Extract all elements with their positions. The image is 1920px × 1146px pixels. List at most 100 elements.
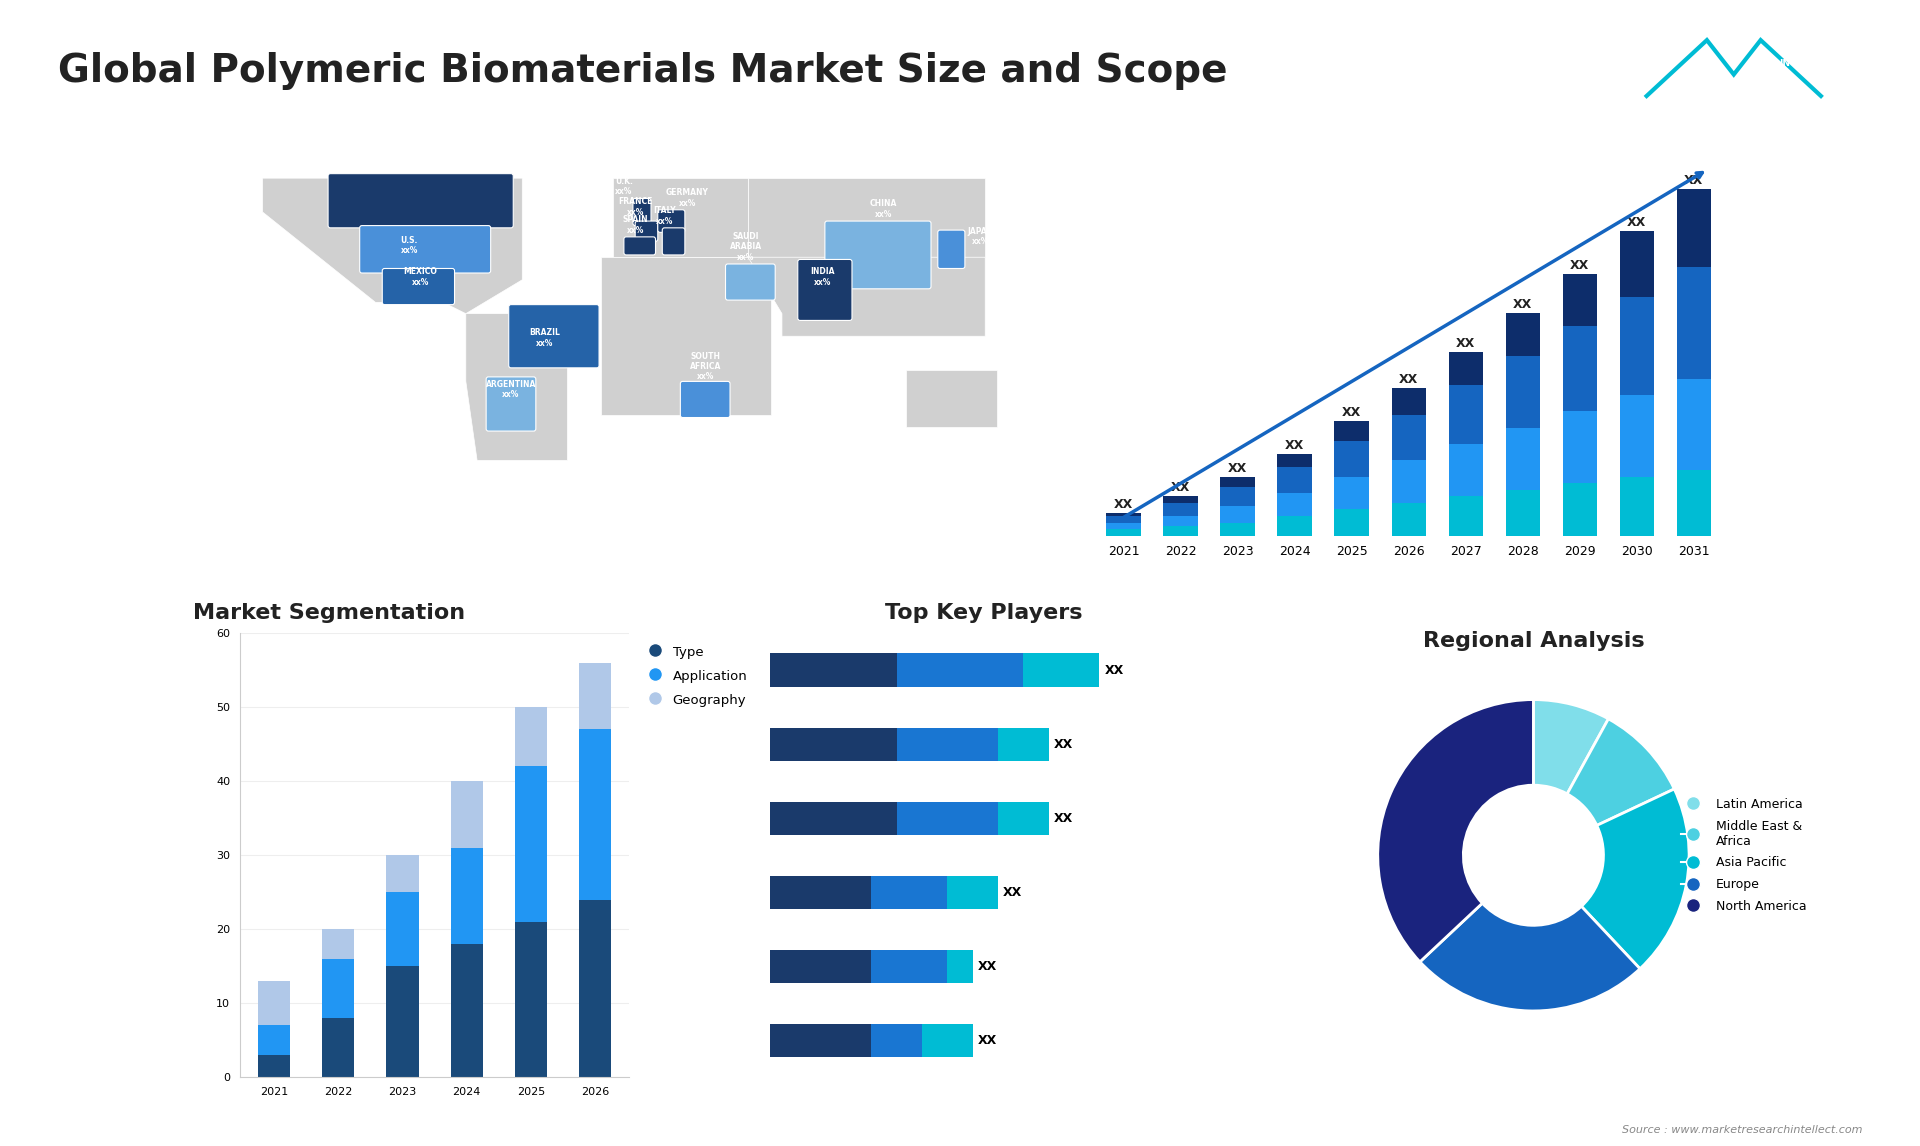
Text: XX: XX — [977, 960, 996, 973]
Text: ITALY
xx%: ITALY xx% — [653, 206, 676, 226]
Bar — [515, 767, 547, 921]
Bar — [451, 782, 482, 848]
Text: INDIA
xx%: INDIA xx% — [810, 267, 835, 286]
Bar — [515, 707, 547, 767]
Bar — [1023, 653, 1100, 686]
Bar — [1334, 421, 1369, 441]
Bar — [1277, 454, 1311, 466]
Legend: Latin America, Middle East &
Africa, Asia Pacific, Europe, North America: Latin America, Middle East & Africa, Asi… — [1676, 793, 1811, 918]
Bar — [580, 730, 611, 900]
Bar — [1221, 487, 1254, 507]
Bar — [1505, 427, 1540, 489]
Text: XX: XX — [1114, 497, 1133, 511]
Text: XX: XX — [1571, 259, 1590, 272]
FancyBboxPatch shape — [509, 305, 599, 368]
Bar — [1676, 189, 1711, 267]
Text: XX: XX — [1229, 462, 1248, 474]
Text: GERMANY
xx%: GERMANY xx% — [666, 188, 708, 207]
Bar — [770, 653, 897, 686]
Bar — [1392, 415, 1427, 461]
Bar — [580, 662, 611, 730]
Bar — [1448, 352, 1482, 385]
Bar — [998, 728, 1048, 761]
Polygon shape — [467, 314, 568, 461]
Bar — [1620, 231, 1653, 297]
Text: ARGENTINA
xx%: ARGENTINA xx% — [486, 380, 536, 400]
Bar — [1505, 489, 1540, 535]
Bar — [1334, 441, 1369, 477]
Bar — [1221, 477, 1254, 487]
Bar — [1505, 313, 1540, 355]
Bar — [451, 848, 482, 944]
FancyBboxPatch shape — [624, 237, 655, 254]
Wedge shape — [1582, 788, 1690, 968]
Wedge shape — [1379, 699, 1534, 961]
Bar — [1563, 484, 1597, 535]
Bar — [1106, 523, 1140, 529]
Bar — [1106, 516, 1140, 523]
Bar — [1334, 477, 1369, 510]
Text: JAPAN
xx%: JAPAN xx% — [968, 227, 995, 246]
Wedge shape — [1567, 719, 1674, 825]
Text: XX: XX — [1171, 481, 1190, 494]
Text: Market Segmentation: Market Segmentation — [194, 604, 465, 623]
Legend: Type, Application, Geography: Type, Application, Geography — [643, 639, 753, 712]
Bar — [897, 728, 998, 761]
Bar — [1334, 510, 1369, 535]
FancyBboxPatch shape — [826, 221, 931, 289]
Text: BRAZIL
xx%: BRAZIL xx% — [530, 328, 561, 347]
FancyBboxPatch shape — [799, 259, 852, 321]
Bar — [386, 893, 419, 966]
Bar — [323, 959, 353, 1018]
Bar — [580, 900, 611, 1077]
Bar — [1505, 355, 1540, 427]
Bar — [1392, 503, 1427, 535]
Text: U.S.
xx%: U.S. xx% — [401, 236, 419, 254]
Bar — [1620, 395, 1653, 477]
Bar — [1221, 507, 1254, 523]
Text: SOUTH
AFRICA
xx%: SOUTH AFRICA xx% — [689, 352, 720, 382]
Wedge shape — [1421, 903, 1640, 1011]
Text: CANADA
xx%: CANADA xx% — [392, 152, 428, 172]
Bar — [257, 981, 290, 1026]
Text: MEXICO
xx%: MEXICO xx% — [403, 267, 438, 286]
Bar — [770, 801, 897, 835]
FancyBboxPatch shape — [486, 377, 536, 431]
Bar — [947, 950, 973, 983]
Bar — [386, 855, 419, 893]
Bar — [1563, 274, 1597, 327]
Text: XX: XX — [977, 1034, 996, 1047]
Bar — [1392, 461, 1427, 503]
Bar — [515, 921, 547, 1077]
Text: XX: XX — [1455, 337, 1475, 351]
Bar — [872, 1023, 922, 1057]
Bar — [1620, 477, 1653, 535]
Text: CHINA
xx%: CHINA xx% — [870, 199, 897, 219]
Bar — [1392, 388, 1427, 415]
Bar — [1676, 267, 1711, 378]
Text: XX: XX — [1513, 298, 1532, 312]
Bar — [386, 966, 419, 1077]
Polygon shape — [749, 257, 985, 336]
FancyBboxPatch shape — [634, 198, 651, 226]
Text: SPAIN
xx%: SPAIN xx% — [622, 215, 647, 235]
Bar — [872, 876, 947, 909]
Polygon shape — [906, 370, 996, 426]
FancyBboxPatch shape — [726, 264, 776, 300]
Text: XX: XX — [1284, 439, 1304, 452]
Text: Source : www.marketresearchintellect.com: Source : www.marketresearchintellect.com — [1622, 1124, 1862, 1135]
Bar — [922, 1023, 973, 1057]
FancyBboxPatch shape — [328, 174, 513, 228]
Title: Top Key Players: Top Key Players — [885, 604, 1083, 623]
Bar — [1676, 470, 1711, 535]
Bar — [1676, 378, 1711, 470]
Text: XX: XX — [1684, 174, 1703, 187]
FancyBboxPatch shape — [937, 230, 966, 268]
Bar — [770, 1023, 872, 1057]
Bar — [1164, 503, 1198, 516]
Text: FRANCE
xx%: FRANCE xx% — [618, 197, 653, 217]
Bar — [1106, 529, 1140, 535]
Bar — [1448, 385, 1482, 444]
Text: Global Polymeric Biomaterials Market Size and Scope: Global Polymeric Biomaterials Market Siz… — [58, 52, 1227, 89]
FancyBboxPatch shape — [382, 268, 455, 305]
